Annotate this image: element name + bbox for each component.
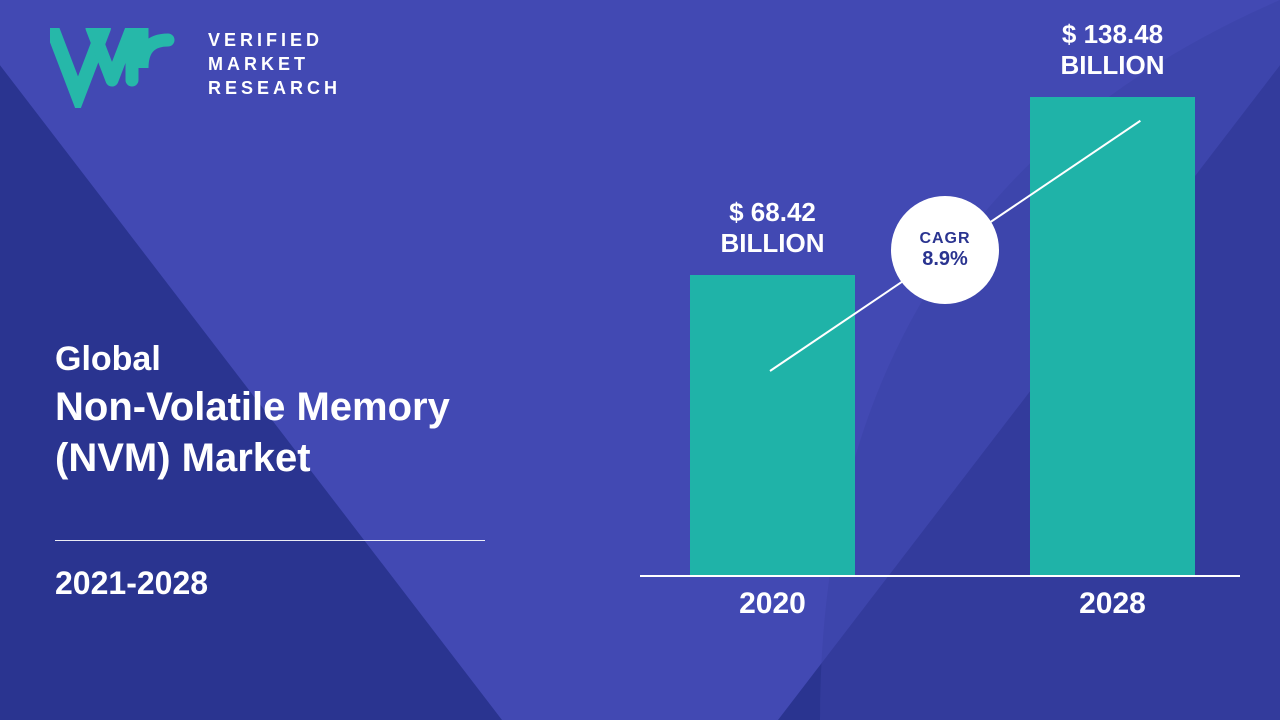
years-range: 2021-2028 — [55, 565, 208, 602]
bar-2020 — [690, 275, 855, 575]
bar-2020-value-bottom: BILLION — [670, 228, 875, 259]
logo-mark-icon — [50, 28, 190, 108]
cagr-badge: CAGR 8.9% — [891, 196, 999, 304]
infographic-canvas: VERIFIED MARKET RESEARCH Global Non-Vola… — [0, 0, 1280, 720]
bar-2028-value-label: $ 138.48 BILLION — [1010, 19, 1215, 81]
bar-2020-value-top: $ 68.42 — [670, 197, 875, 228]
bar-2020-value-label: $ 68.42 BILLION — [670, 197, 875, 259]
headline-line2: Non-Volatile Memory — [55, 385, 450, 430]
headline: Global Non-Volatile Memory (NVM) Market — [55, 340, 450, 481]
logo-text-line1: VERIFIED — [208, 28, 341, 52]
logo-text: VERIFIED MARKET RESEARCH — [208, 28, 341, 100]
cagr-value: 8.9% — [922, 248, 968, 271]
headline-line3: (NVM) Market — [55, 436, 450, 481]
cagr-label: CAGR — [919, 230, 970, 248]
logo-text-line3: RESEARCH — [208, 76, 341, 100]
bar-2028 — [1030, 97, 1195, 575]
logo: VERIFIED MARKET RESEARCH — [50, 28, 341, 108]
headline-line1: Global — [55, 340, 450, 379]
divider-line — [55, 540, 485, 541]
chart-baseline — [640, 575, 1240, 577]
bar-2028-value-bottom: BILLION — [1010, 50, 1215, 81]
logo-text-line2: MARKET — [208, 52, 341, 76]
x-label-2020: 2020 — [690, 587, 855, 621]
x-label-2028: 2028 — [1030, 587, 1195, 621]
bar-2028-value-top: $ 138.48 — [1010, 19, 1215, 50]
